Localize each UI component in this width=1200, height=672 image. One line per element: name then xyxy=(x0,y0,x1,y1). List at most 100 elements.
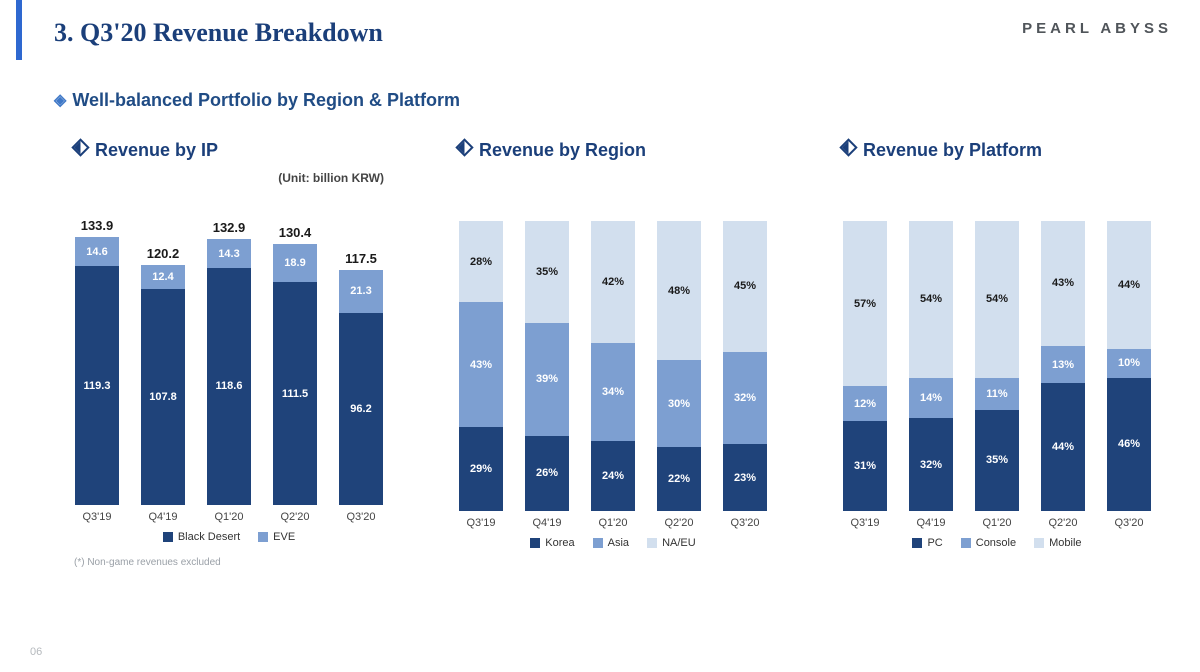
chart-region: 29% 43% 28% 26%39% 35% 24% 34% 42% 22% 30% 48% 23% 3… xyxy=(438,201,788,511)
bar-segment: 44% xyxy=(1041,383,1085,511)
segment-value: 118.6 xyxy=(216,380,243,392)
bar-column: 31% 12% 57% xyxy=(837,221,893,511)
bar: 96.221.3 xyxy=(339,270,383,505)
segment-value: 54% xyxy=(920,293,942,305)
bar-segment: 35% xyxy=(525,221,569,323)
legend-label: EVE xyxy=(273,531,295,543)
panel-revenue-by-ip: Revenue by IP (Unit: billion KRW) 133.91… xyxy=(54,140,404,622)
bar-column: 132.9118.614.3 xyxy=(201,220,257,505)
legend-label: Asia xyxy=(608,537,629,549)
bar-segment: 32% xyxy=(909,418,953,511)
chart-platform: 31% 12% 57% 32%14%54% 35% 11% 54% 44%13% 43% 46%1… xyxy=(822,201,1172,511)
bar-column: 133.9 119.3 14.6 xyxy=(69,218,125,505)
panel-title-platform: Revenue by Platform xyxy=(842,140,1172,161)
slide-subtitle: ◈Well-balanced Portfolio by Region & Pla… xyxy=(54,90,460,111)
bar-segment: 14.6 xyxy=(75,237,119,266)
legend-swatch xyxy=(647,538,657,548)
bar-segment: 42% xyxy=(591,221,635,343)
segment-value: 107.8 xyxy=(149,391,177,403)
segment-value: 14.3 xyxy=(218,248,239,260)
segment-value: 28% xyxy=(470,256,492,268)
bar-segment: 54% xyxy=(909,221,953,378)
segment-value: 43% xyxy=(470,359,492,371)
segment-value: 23% xyxy=(734,472,756,484)
xaxis-label: Q3'20 xyxy=(1101,517,1157,529)
xaxis-ip: Q3'19Q4'19Q1'20Q2'20Q3'20 xyxy=(54,505,404,523)
legend-swatch xyxy=(163,532,173,542)
xaxis-label: Q3'19 xyxy=(453,517,509,529)
segment-value: 11% xyxy=(986,388,1007,400)
bar-segment: 35% xyxy=(975,410,1019,512)
panel-revenue-by-region: Revenue by Region 29%43%28%26%39%35%24%3… xyxy=(438,140,788,622)
segment-value: 48% xyxy=(668,285,690,297)
bar-segment: 26% xyxy=(525,436,569,511)
segment-value: 12% xyxy=(854,398,876,410)
legend-swatch xyxy=(593,538,603,548)
bar-column: 46%10%44% xyxy=(1101,221,1157,511)
segment-value: 30% xyxy=(668,398,690,410)
page-number: 06 xyxy=(30,646,42,658)
bar: 22% 30% 48% xyxy=(657,221,701,511)
bar-segment: 30% xyxy=(657,360,701,447)
segment-value: 12.4 xyxy=(152,271,173,283)
company-logo-text: PEARL ABYSS xyxy=(1022,20,1172,37)
segment-value: 18.9 xyxy=(284,257,305,269)
legend-swatch xyxy=(530,538,540,548)
xaxis-label: Q2'20 xyxy=(267,511,323,523)
legend-label: PC xyxy=(927,537,942,549)
bar: 35% 11% 54% xyxy=(975,221,1019,511)
xaxis-label: Q2'20 xyxy=(651,517,707,529)
segment-value: 35% xyxy=(536,266,558,278)
bar-segment: 24% xyxy=(591,441,635,511)
segment-value: 119.3 xyxy=(84,380,111,392)
bar-segment: 118.6 xyxy=(207,268,251,505)
segment-value: 42% xyxy=(602,276,624,288)
legend-item: NA/EU xyxy=(647,537,696,549)
segment-value: 10% xyxy=(1118,357,1140,369)
panels-container: Revenue by IP (Unit: billion KRW) 133.91… xyxy=(54,140,1172,622)
bar-segment: 14.3 xyxy=(207,239,251,268)
bar-segment: 43% xyxy=(1041,221,1085,346)
slide-title: 3. Q3'20 Revenue Breakdown xyxy=(54,18,383,48)
bar-segment: 21.3 xyxy=(339,270,383,313)
segment-value: 57% xyxy=(854,298,876,310)
bar: 107.8 12.4 xyxy=(141,265,185,505)
xaxis-label: Q2'20 xyxy=(1035,517,1091,529)
segment-value: 34% xyxy=(602,386,624,398)
bar-column: 32%14%54% xyxy=(903,221,959,511)
bar-segment: 31% xyxy=(843,421,887,511)
xaxis-label: Q3'19 xyxy=(69,511,125,523)
segment-value: 22% xyxy=(668,473,690,485)
bar: 26%39% 35% xyxy=(525,221,569,511)
bar-segment: 32% xyxy=(723,352,767,445)
accent-bar xyxy=(16,0,22,60)
legend-item: Asia xyxy=(593,537,629,549)
panel-title-ip: Revenue by IP xyxy=(74,140,404,161)
bar-column: 23%32%45% xyxy=(717,221,773,511)
bar-segment: 39% xyxy=(525,323,569,436)
bar: 46%10%44% xyxy=(1107,221,1151,511)
segment-value: 21.3 xyxy=(350,285,371,297)
bar: 119.3 14.6 xyxy=(75,237,119,505)
legend-platform: PCConsoleMobile xyxy=(822,537,1172,549)
segment-value: 32% xyxy=(734,392,756,404)
xaxis-platform: Q3'19Q4'19Q1'20Q2'20Q3'20 xyxy=(822,511,1172,529)
bar-segment: 111.5 xyxy=(273,282,317,505)
legend-region: KoreaAsiaNA/EU xyxy=(438,537,788,549)
bar-segment: 29% xyxy=(459,427,503,511)
legend-swatch xyxy=(258,532,268,542)
bar-total-label: 117.5 xyxy=(345,251,377,266)
segment-value: 35% xyxy=(986,454,1008,466)
bar-column: 24% 34% 42% xyxy=(585,221,641,511)
bar-segment: 54% xyxy=(975,221,1019,378)
bar-column: 130.4111.518.9 xyxy=(267,225,323,505)
bar-column: 26%39% 35% xyxy=(519,221,575,511)
bar: 32%14%54% xyxy=(909,221,953,511)
xaxis-label: Q4'19 xyxy=(519,517,575,529)
bar-total-label: 133.9 xyxy=(81,218,114,233)
bar-segment: 13% xyxy=(1041,346,1085,384)
segment-value: 43% xyxy=(1052,277,1074,289)
bar: 118.6 14.3 xyxy=(207,239,251,505)
diamond-icon: ◈ xyxy=(54,90,66,110)
bar-segment: 23% xyxy=(723,444,767,511)
